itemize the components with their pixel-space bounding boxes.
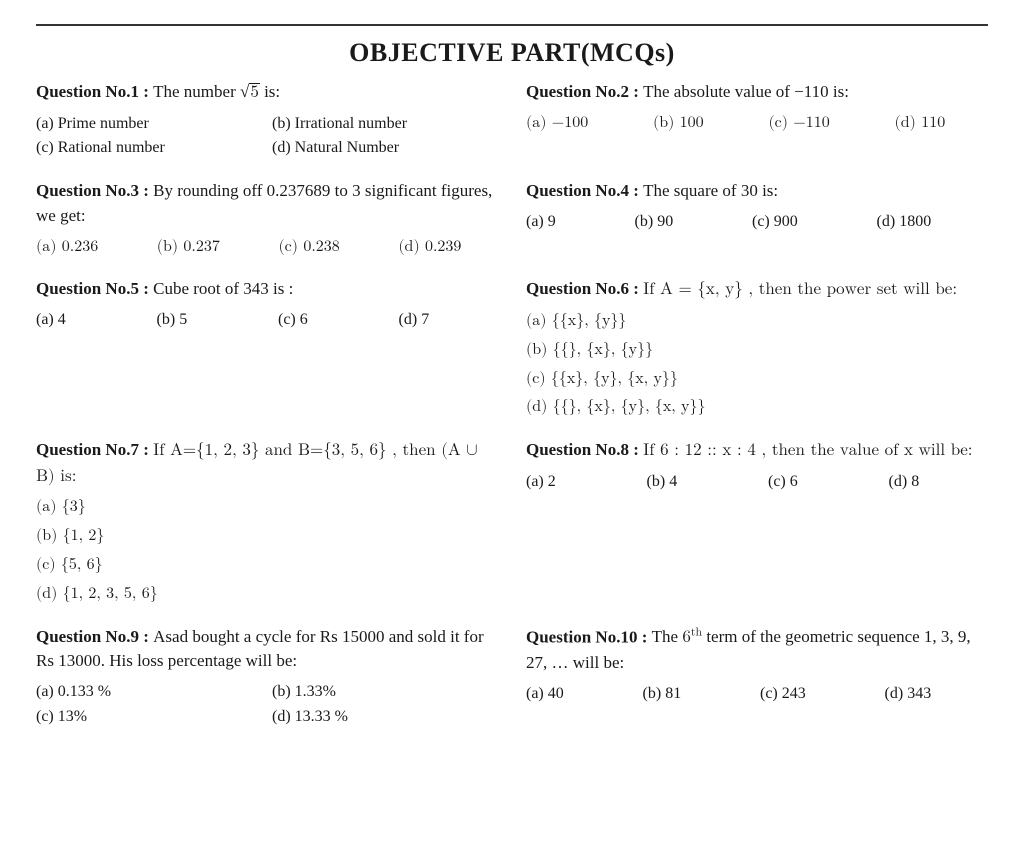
question-label: Question No.9 : (36, 627, 149, 646)
option-a: (a) {{x}, {y}} (526, 309, 988, 334)
option-d: (d) Natural Number (272, 136, 498, 161)
question-stem: If A = {x, y} , then the power set will … (643, 281, 957, 298)
question-grid: Question No.1 : The number 5 is: (a) Pri… (36, 80, 988, 737)
option-b: (b) 5 (157, 308, 256, 333)
question-label: Question No.10 : (526, 627, 647, 646)
options: (a) 4 (b) 5 (c) 6 (d) 7 (36, 308, 498, 333)
option-c: (c) Rational number (36, 136, 262, 161)
option-a: (a) 2 (526, 470, 625, 495)
stem-prefix: The number 5 is: (153, 82, 280, 101)
options: (a) 40 (b) 81 (c) 243 (d) 343 (526, 682, 988, 707)
option-d: (d) 110 (895, 111, 988, 136)
question-stem: Cube root of 343 is : (153, 279, 293, 298)
options: (a) Prime number (b) Irrational number (… (36, 112, 498, 162)
section-title: OBJECTIVE PART(MCQs) (36, 38, 988, 68)
question-1: Question No.1 : The number 5 is: (a) Pri… (36, 80, 498, 161)
option-a: (a) {3} (36, 495, 498, 520)
option-a: (a) 0.236 (36, 235, 135, 260)
question-4: Question No.4 : The square of 30 is: (a)… (526, 179, 988, 259)
option-c: (c) {5, 6} (36, 553, 498, 578)
options: (a) {{x}, {y}} (b) {{}, {x}, {y}} (c) {{… (526, 309, 988, 420)
option-b: (b) 90 (635, 210, 730, 235)
option-a: (a) −100 (526, 111, 631, 136)
option-a: (a) Prime number (36, 112, 262, 137)
option-c: (c) 900 (752, 210, 855, 235)
options: (a) −100 (b) 100 (c) −110 (d) 110 (526, 111, 988, 136)
question-2: Question No.2 : The absolute value of −1… (526, 80, 988, 161)
question-5: Question No.5 : Cube root of 343 is : (a… (36, 277, 498, 420)
option-c: (c) 13% (36, 705, 262, 730)
option-b: (b) 81 (643, 682, 738, 707)
option-a: (a) 40 (526, 682, 621, 707)
question-9: Question No.9 : Asad bought a cycle for … (36, 625, 498, 730)
question-8: Question No.8 : If 6 : 12 :: x : 4 , the… (526, 438, 988, 606)
question-text: Question No.2 : The absolute value of −1… (526, 80, 988, 105)
option-b: (b) 100 (653, 111, 746, 136)
question-10: Question No.10 : The 6th term of the geo… (526, 625, 988, 730)
options: (a) 0.133 % (b) 1.33% (c) 13% (d) 13.33 … (36, 680, 498, 730)
question-text: Question No.10 : The 6th term of the geo… (526, 625, 988, 676)
option-a: (a) 4 (36, 308, 135, 333)
question-label: Question No.6 : (526, 279, 639, 298)
question-7: Question No.7 : If A={1, 2, 3} and B={3,… (36, 438, 498, 606)
option-b: (b) Irrational number (272, 112, 498, 137)
option-d: (d) 8 (889, 470, 988, 495)
option-c: (c) {{x}, {y}, {x, y}} (526, 367, 988, 392)
option-b: (b) {1, 2} (36, 524, 498, 549)
option-d: (d) {1, 2, 3, 5, 6} (36, 582, 498, 607)
question-label: Question No.4 : (526, 181, 639, 200)
option-d: (d) 7 (399, 308, 498, 333)
option-d: (d) 1800 (877, 210, 988, 235)
option-b: (b) 4 (647, 470, 746, 495)
option-c: (c) −110 (768, 111, 872, 136)
option-b: (b) {{}, {x}, {y}} (526, 338, 988, 363)
question-label: Question No.8 : (526, 440, 639, 459)
sqrt-icon: 5 (240, 80, 260, 106)
question-text: Question No.1 : The number 5 is: (36, 80, 498, 106)
options: (a) {3} (b) {1, 2} (c) {5, 6} (d) {1, 2,… (36, 495, 498, 606)
option-c: (c) 243 (760, 682, 863, 707)
question-label: Question No.3 : (36, 181, 149, 200)
question-text: Question No.3 : By rounding off 0.237689… (36, 179, 498, 228)
options: (a) 9 (b) 90 (c) 900 (d) 1800 (526, 210, 988, 235)
option-b: (b) 0.237 (157, 235, 257, 260)
option-b: (b) 1.33% (272, 680, 498, 705)
question-label: Question No.1 : (36, 82, 149, 101)
question-stem: If 6 : 12 :: x : 4 , then the value of x… (643, 442, 972, 459)
question-text: Question No.9 : Asad bought a cycle for … (36, 625, 498, 674)
question-stem: The absolute value of −110 is: (643, 82, 849, 101)
options: (a) 0.236 (b) 0.237 (c) 0.238 (d) 0.239 (36, 235, 498, 260)
question-text: Question No.7 : If A={1, 2, 3} and B={3,… (36, 438, 498, 489)
option-c: (c) 0.238 (278, 235, 376, 260)
option-a: (a) 0.133 % (36, 680, 262, 705)
option-c: (c) 6 (278, 308, 377, 333)
option-a: (a) 9 (526, 210, 613, 235)
question-stem: The square of 30 is: (643, 181, 778, 200)
option-d: (d) 0.239 (398, 235, 498, 260)
option-c: (c) 6 (768, 470, 867, 495)
question-label: Question No.7 : (36, 440, 149, 459)
top-rule (36, 24, 988, 26)
options: (a) 2 (b) 4 (c) 6 (d) 8 (526, 470, 988, 495)
question-text: Question No.6 : If A = {x, y} , then the… (526, 277, 988, 303)
option-d: (d) 13.33 % (272, 705, 498, 730)
question-text: Question No.4 : The square of 30 is: (526, 179, 988, 204)
question-text: Question No.8 : If 6 : 12 :: x : 4 , the… (526, 438, 988, 464)
sup-term: 6th (682, 629, 702, 646)
question-label: Question No.5 : (36, 279, 149, 298)
option-d: (d) {{}, {x}, {y}, {x, y}} (526, 395, 988, 420)
question-text: Question No.5 : Cube root of 343 is : (36, 277, 498, 302)
question-3: Question No.3 : By rounding off 0.237689… (36, 179, 498, 259)
question-label: Question No.2 : (526, 82, 639, 101)
option-d: (d) 343 (885, 682, 988, 707)
question-6: Question No.6 : If A = {x, y} , then the… (526, 277, 988, 420)
